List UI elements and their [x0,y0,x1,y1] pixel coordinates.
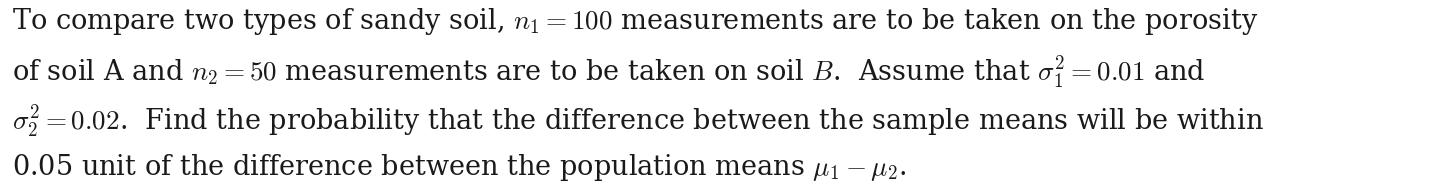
Text: of soil A and $n_2 = 50$ measurements are to be taken on soil $B$.  Assume that : of soil A and $n_2 = 50$ measurements ar… [12,54,1205,91]
Text: $\sigma_2^2 = 0.02$.  Find the probability that the difference between the sampl: $\sigma_2^2 = 0.02$. Find the probabilit… [12,103,1263,140]
Text: To compare two types of sandy soil, $n_1 = 100$ measurements are to be taken on : To compare two types of sandy soil, $n_1… [12,6,1257,37]
Text: 0.05 unit of the difference between the population means $\mu_1 - \mu_2$.: 0.05 unit of the difference between the … [12,152,906,183]
